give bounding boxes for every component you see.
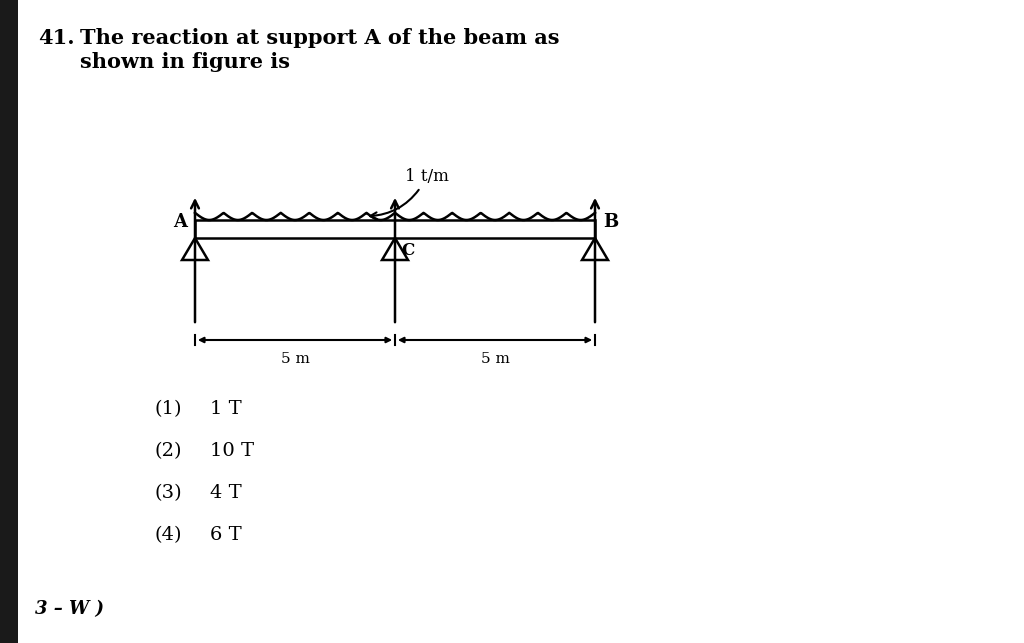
Text: 5 m: 5 m	[480, 352, 509, 366]
Text: 4 T: 4 T	[210, 484, 242, 502]
Polygon shape	[0, 0, 18, 643]
Text: (3): (3)	[155, 484, 182, 502]
Text: (4): (4)	[155, 526, 182, 544]
Text: 5 m: 5 m	[281, 352, 309, 366]
Text: (1): (1)	[155, 400, 182, 418]
Text: 41.: 41.	[38, 28, 75, 48]
Text: 3 – W ): 3 – W )	[35, 600, 104, 618]
Text: 1 t/m: 1 t/m	[370, 168, 449, 219]
Text: 1 T: 1 T	[210, 400, 242, 418]
Text: The reaction at support A of the beam as: The reaction at support A of the beam as	[80, 28, 559, 48]
Text: shown in figure is: shown in figure is	[80, 52, 290, 72]
Text: (2): (2)	[155, 442, 182, 460]
Text: B: B	[603, 213, 618, 231]
Text: C: C	[401, 242, 415, 259]
Text: A: A	[173, 213, 187, 231]
Text: 6 T: 6 T	[210, 526, 242, 544]
Text: 10 T: 10 T	[210, 442, 254, 460]
